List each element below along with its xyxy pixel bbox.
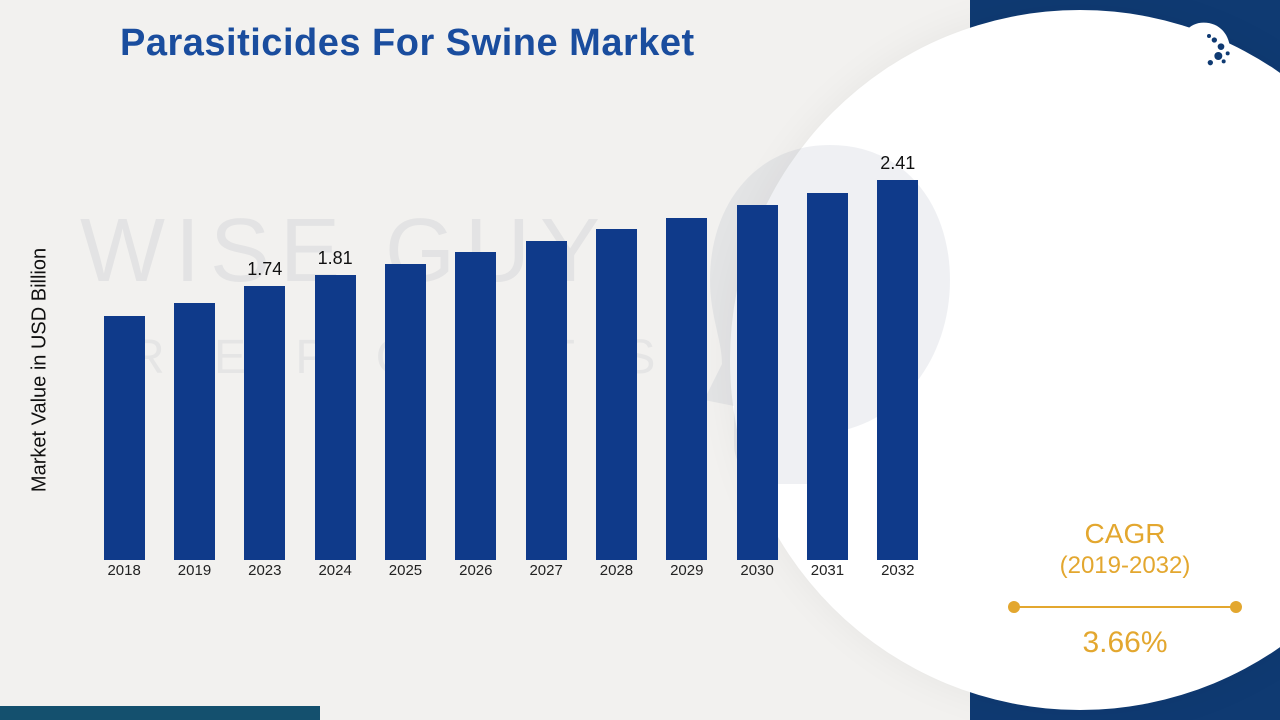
chart-title: Parasiticides For Swine Market: [120, 22, 695, 65]
bottom-accent-bar: [0, 706, 320, 720]
logo-line1: WISE GUY: [953, 35, 1160, 69]
x-tick-label: 2018: [98, 562, 150, 590]
logo-head-icon: [1170, 20, 1240, 100]
x-tick-label: 2032: [872, 562, 924, 590]
bar-wrap: 1.81: [309, 150, 361, 560]
bar-wrap: [98, 150, 150, 560]
bar-wrap: [450, 150, 502, 560]
bar-value-label: 2.41: [880, 153, 915, 174]
chart-area: Market Value in USD Billion 1.741.812.41…: [50, 150, 930, 590]
cagr-label: CAGR: [1010, 518, 1240, 550]
x-axis-labels: 2018 2019 2023 2024 2025 2026 2027 2028 2029 2030…: [92, 562, 930, 590]
x-tick-label: 2030: [731, 562, 783, 590]
bar-value-label: 1.81: [318, 248, 353, 269]
bar-wrap: [590, 150, 642, 560]
x-tick-label: 2027: [520, 562, 572, 590]
x-tick-label: 2028: [590, 562, 642, 590]
x-tick-label: 2029: [661, 562, 713, 590]
x-tick-label: 2024: [309, 562, 361, 590]
bar: [455, 252, 496, 560]
bar: [315, 275, 356, 560]
bar-wrap: [520, 150, 572, 560]
bar-wrap: 1.74: [239, 150, 291, 560]
y-axis-label: Market Value in USD Billion: [29, 248, 52, 492]
bar-wrap: [661, 150, 713, 560]
bar-wrap: [379, 150, 431, 560]
cagr-block: CAGR (2019-2032) 3.66%: [1010, 518, 1240, 660]
x-tick-label: 2026: [450, 562, 502, 590]
bar: [877, 180, 918, 560]
bar-wrap: [168, 150, 220, 560]
logo-line2: R E P O R T S: [953, 67, 1160, 85]
bar: [596, 229, 637, 560]
bar-wrap: [801, 150, 853, 560]
bar-wrap: [731, 150, 783, 560]
bar: [737, 205, 778, 560]
bar: [244, 286, 285, 560]
x-tick-label: 2025: [379, 562, 431, 590]
bar: [666, 218, 707, 560]
x-tick-label: 2019: [168, 562, 220, 590]
cagr-divider: [1010, 606, 1240, 608]
bar-wrap: 2.41: [872, 150, 924, 560]
bar: [104, 316, 145, 560]
x-tick-label: 2023: [239, 562, 291, 590]
cagr-range: (2019-2032): [1010, 552, 1240, 580]
bar: [385, 264, 426, 560]
bar-value-label: 1.74: [247, 259, 282, 280]
cagr-value: 3.66%: [1010, 626, 1240, 660]
brand-logo: WISE GUY R E P O R T S: [953, 20, 1240, 100]
bar: [807, 193, 848, 560]
bar: [174, 303, 215, 560]
x-tick-label: 2031: [801, 562, 853, 590]
figure-canvas: WISE GUY R E P O R T S Parasiticides For…: [0, 0, 1280, 720]
bar: [526, 241, 567, 560]
bar-plot: 1.74 1.81 2.41: [92, 150, 930, 560]
